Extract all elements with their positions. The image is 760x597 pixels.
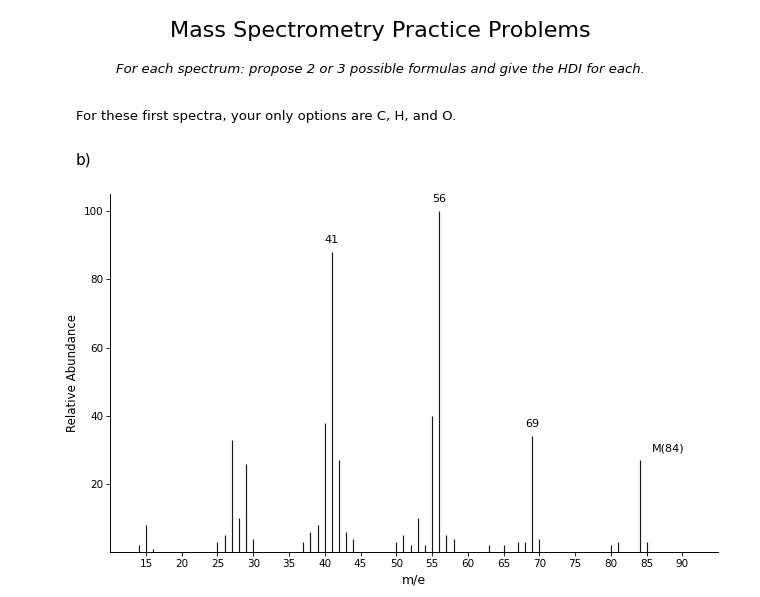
Text: 41: 41: [325, 235, 339, 245]
X-axis label: m/e: m/e: [402, 573, 426, 586]
Text: M(84): M(84): [652, 444, 685, 453]
Text: Mass Spectrometry Practice Problems: Mass Spectrometry Practice Problems: [169, 21, 591, 41]
Text: 69: 69: [525, 420, 540, 429]
Y-axis label: Relative Abundance: Relative Abundance: [66, 314, 80, 432]
Text: b): b): [76, 152, 92, 167]
Text: 56: 56: [432, 194, 446, 204]
Text: For each spectrum: propose 2 or 3 possible formulas and give the HDI for each.: For each spectrum: propose 2 or 3 possib…: [116, 63, 644, 76]
Text: For these first spectra, your only options are C, H, and O.: For these first spectra, your only optio…: [76, 110, 456, 124]
